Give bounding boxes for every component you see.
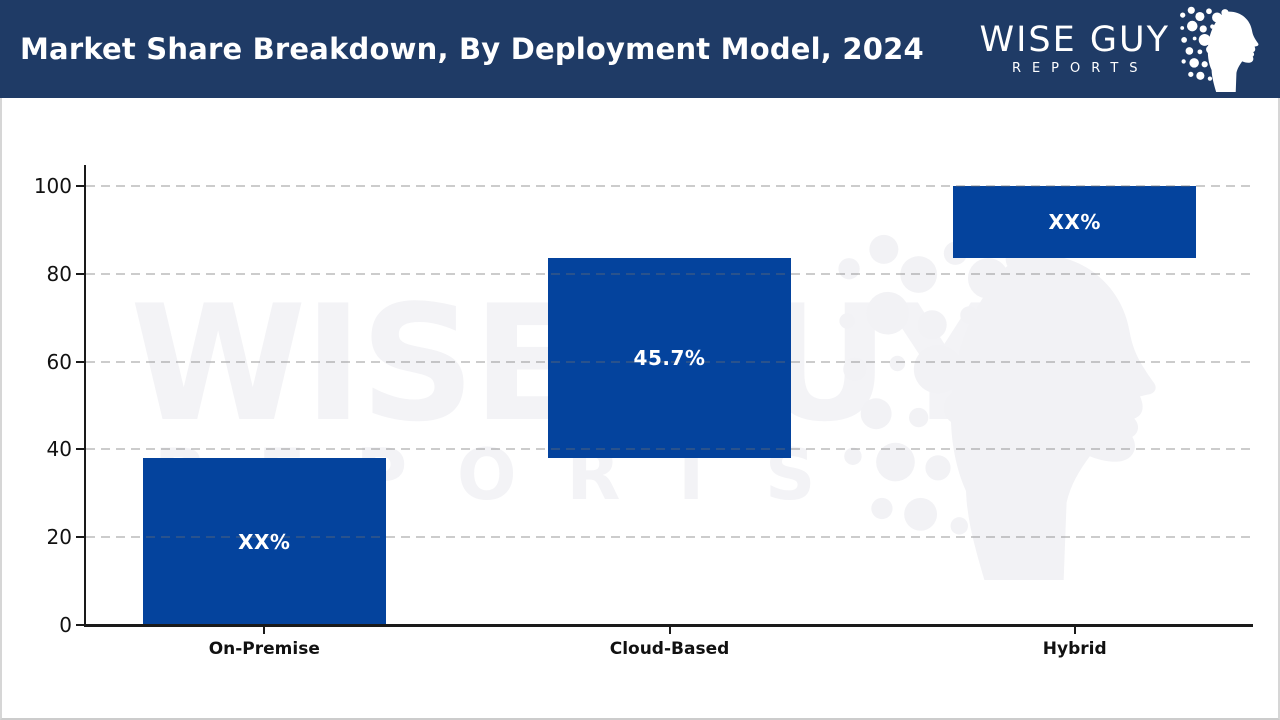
plot-area: XX% On-Premise 45.7% Cloud-Based XX% Hybrid [76, 165, 1253, 659]
y-tick-mark [76, 448, 84, 451]
x-tick-mark [668, 627, 671, 634]
gridline-20 [86, 536, 1253, 539]
y-tick-label: 100 [33, 174, 72, 199]
x-axis-label: Cloud-Based [609, 639, 730, 659]
y-tick-mark [76, 360, 84, 363]
gridline-60 [86, 360, 1253, 363]
y-tick-mark [76, 272, 84, 275]
x-axis-line [84, 624, 1253, 627]
y-tick-label: 20 [46, 525, 72, 550]
y-tick-mark [76, 536, 84, 539]
chart-title: Market Share Breakdown, By Deployment Mo… [20, 32, 924, 66]
y-tick-label: 80 [46, 261, 72, 286]
y-axis-labels: 0 20 40 60 80 100 [2, 165, 72, 635]
gridline-80 [86, 272, 1253, 275]
bar-cloud-based: 45.7% [547, 257, 792, 459]
bar-value-label: XX% [238, 529, 291, 554]
wiseguy-logo: WISE GUY REPORTS [979, 6, 1262, 92]
y-tick-mark [76, 185, 84, 188]
x-tick-mark [263, 627, 266, 634]
bar-value-label: XX% [1048, 209, 1101, 234]
x-tick-mark [1073, 627, 1076, 634]
logo-wordmark: WISE GUY [979, 20, 1170, 60]
y-tick-label: 40 [46, 437, 72, 462]
x-axis-label: Hybrid [1042, 639, 1107, 659]
header: Market Share Breakdown, By Deployment Mo… [0, 0, 1280, 98]
logo-text: WISE GUY REPORTS [979, 20, 1170, 76]
y-tick-mark [76, 624, 84, 626]
chart-canvas: WISE GUY REPORTS 0 20 40 60 80 100 XX% On-Prem… [0, 98, 1280, 720]
y-tick-label: 60 [46, 349, 72, 374]
logo-subtext: REPORTS [1011, 61, 1149, 76]
gridline-40 [86, 448, 1253, 451]
y-axis-line [84, 165, 86, 627]
y-tick-label: 0 [59, 613, 72, 637]
x-axis-label: On-Premise [208, 639, 320, 659]
gridline-100 [86, 185, 1253, 188]
bar-hybrid: XX% [953, 186, 1197, 258]
bar-value-label: 45.7% [633, 345, 706, 370]
logo-face-icon [1176, 6, 1262, 92]
bar-on-premise: XX% [142, 458, 386, 625]
